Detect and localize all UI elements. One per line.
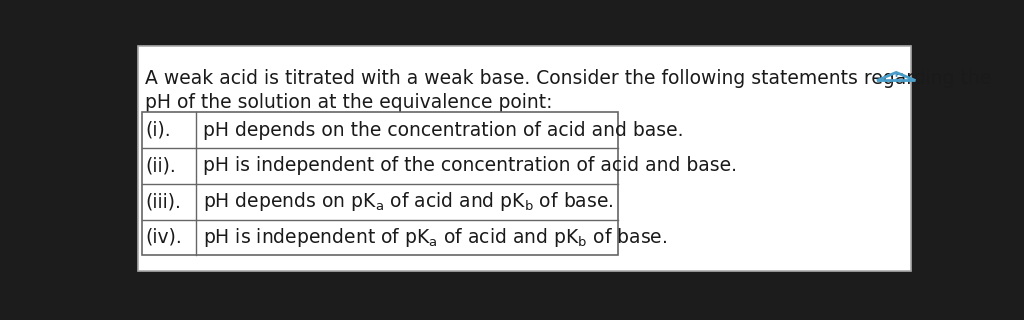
FancyBboxPatch shape: [138, 46, 911, 271]
Text: (iv).: (iv).: [145, 228, 182, 247]
Text: A weak acid is titrated with a weak base. Consider the following statements rega: A weak acid is titrated with a weak base…: [145, 69, 991, 88]
Text: pH of the solution at the equivalence point:: pH of the solution at the equivalence po…: [145, 92, 553, 112]
Text: (i).: (i).: [145, 121, 171, 140]
Text: pH depends on the concentration of acid and base.: pH depends on the concentration of acid …: [203, 121, 683, 140]
Text: (ii).: (ii).: [145, 156, 176, 175]
Text: !: !: [894, 72, 899, 82]
Text: pH is independent of the concentration of acid and base.: pH is independent of the concentration o…: [203, 156, 736, 175]
Text: pH depends on pK$_{\mathrm{a}}$ of acid and pK$_{\mathrm{b}}$ of base.: pH depends on pK$_{\mathrm{a}}$ of acid …: [203, 190, 613, 213]
FancyBboxPatch shape: [142, 112, 618, 255]
Text: pH is independent of pK$_{\mathrm{a}}$ of acid and pK$_{\mathrm{b}}$ of base.: pH is independent of pK$_{\mathrm{a}}$ o…: [203, 226, 667, 249]
Text: (iii).: (iii).: [145, 192, 181, 211]
